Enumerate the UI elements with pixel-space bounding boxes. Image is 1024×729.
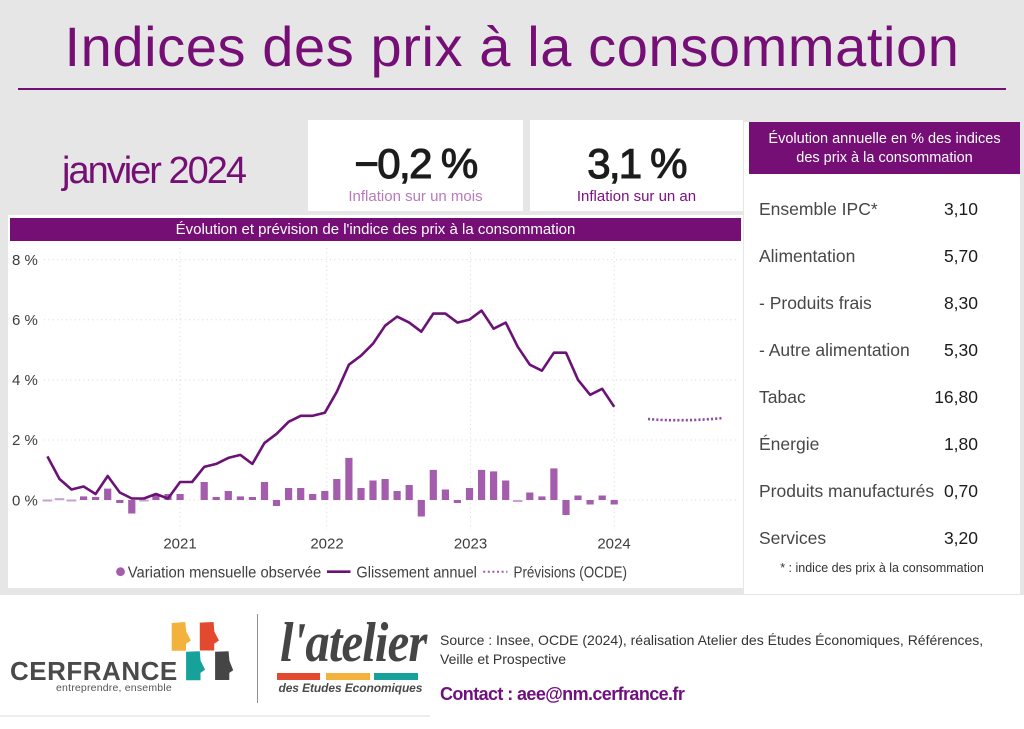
svg-text:Glissement annuel: Glissement annuel bbox=[356, 565, 477, 582]
svg-text:Variation mensuelle observée: Variation mensuelle observée bbox=[128, 565, 321, 582]
svg-text:0 %: 0 % bbox=[12, 492, 38, 509]
svg-text:6 %: 6 % bbox=[12, 312, 38, 329]
svg-text:2023: 2023 bbox=[454, 536, 487, 553]
svg-text:2 %: 2 % bbox=[12, 432, 38, 449]
svg-text:4 %: 4 % bbox=[12, 372, 38, 389]
svg-text:2022: 2022 bbox=[310, 536, 343, 553]
svg-text:2024: 2024 bbox=[597, 536, 630, 553]
svg-text:Prévisions (OCDE): Prévisions (OCDE) bbox=[514, 565, 628, 582]
svg-text:8 %: 8 % bbox=[12, 252, 38, 269]
svg-text:2021: 2021 bbox=[163, 536, 196, 553]
